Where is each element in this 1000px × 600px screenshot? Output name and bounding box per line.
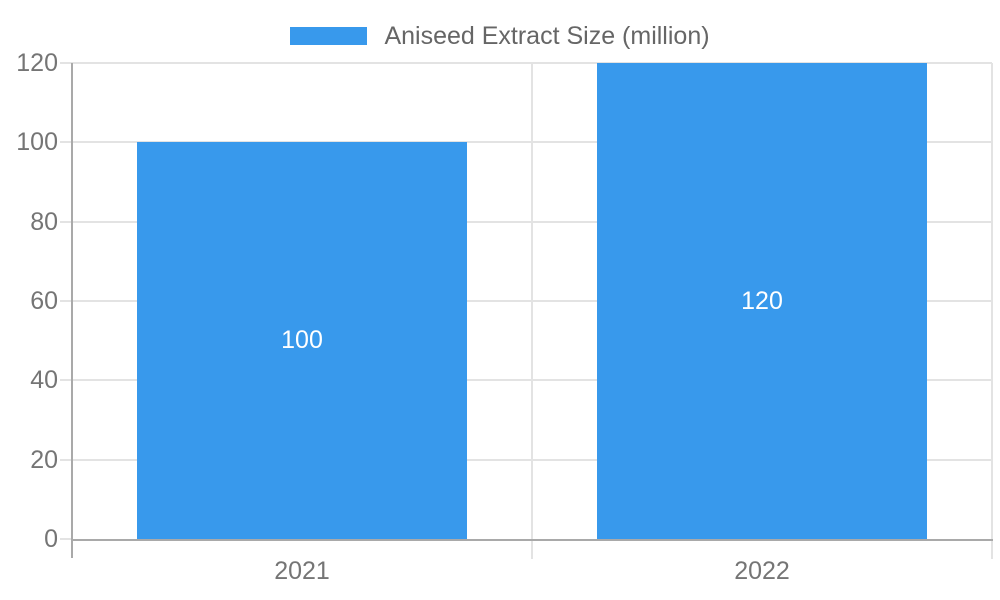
y-axis-tick [60, 458, 72, 461]
y-axis-tick [60, 379, 72, 382]
y-axis-tick-label: 80 [30, 207, 58, 236]
y-axis-tick [60, 300, 72, 302]
x-gridline [531, 63, 533, 559]
y-axis-tick-label: 0 [44, 525, 58, 553]
legend-color-swatch [290, 27, 368, 45]
bar-value-label: 100 [281, 326, 323, 355]
y-axis-tick-label: 20 [30, 445, 58, 474]
y-axis-tick [60, 220, 72, 223]
y-axis-tick [60, 62, 72, 64]
bar-2022[interactable]: 120 [597, 63, 927, 539]
x-axis-category-label: 2022 [734, 557, 790, 585]
y-axis-tick [60, 538, 72, 540]
y-axis-line [71, 63, 73, 558]
y-axis-tick-label: 100 [16, 128, 58, 157]
y-axis-tick-label: 40 [30, 366, 58, 395]
legend-series-label: Aniseed Extract Size (million) [384, 22, 710, 50]
bar-value-label: 120 [741, 286, 783, 315]
bar-2021[interactable]: 100 [137, 142, 467, 539]
y-axis-tick [60, 141, 72, 144]
x-axis-category-label: 2021 [274, 557, 330, 585]
x-axis-line [71, 539, 993, 541]
chart-legend[interactable]: Aniseed Extract Size (million) [0, 21, 1000, 51]
y-axis-tick-label: 120 [16, 49, 58, 77]
y-axis-tick-label: 60 [30, 287, 58, 315]
x-gridline [991, 63, 993, 559]
